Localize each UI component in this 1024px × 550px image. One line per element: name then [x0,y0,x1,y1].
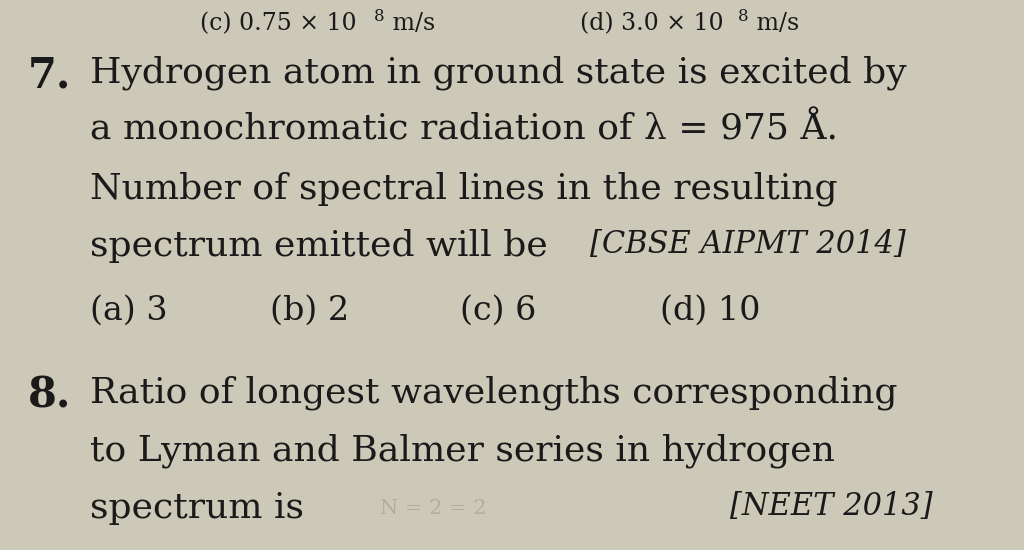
Text: Hydrogen atom in ground state is excited by: Hydrogen atom in ground state is excited… [90,55,906,90]
Text: to Lyman and Balmer series in hydrogen: to Lyman and Balmer series in hydrogen [90,433,835,468]
Text: m/s: m/s [749,12,800,35]
Text: (d) 10: (d) 10 [660,295,761,327]
Text: N = 2 = 2: N = 2 = 2 [380,499,486,518]
Text: (c) 6: (c) 6 [460,295,537,327]
Text: (d) 3.0 × 10: (d) 3.0 × 10 [580,12,724,35]
Text: a monochromatic radiation of λ = 975 Å.: a monochromatic radiation of λ = 975 Å. [90,113,838,147]
Text: spectrum is: spectrum is [90,491,304,525]
Text: (c) 0.75 × 10: (c) 0.75 × 10 [200,12,356,35]
Text: 8.: 8. [28,375,72,417]
Text: m/s: m/s [385,12,435,35]
Text: spectrum emitted will be: spectrum emitted will be [90,229,548,263]
Text: (b) 2: (b) 2 [270,295,349,327]
Text: [CBSE AIPMT 2014]: [CBSE AIPMT 2014] [590,229,906,260]
Text: (a) 3: (a) 3 [90,295,168,327]
Text: 8: 8 [374,8,385,25]
Text: Ratio of longest wavelengths corresponding: Ratio of longest wavelengths correspondi… [90,375,897,410]
Text: 8: 8 [738,8,749,25]
Text: [NEET 2013]: [NEET 2013] [730,491,933,522]
Text: Number of spectral lines in the resulting: Number of spectral lines in the resultin… [90,171,838,206]
Text: 7.: 7. [28,55,72,97]
